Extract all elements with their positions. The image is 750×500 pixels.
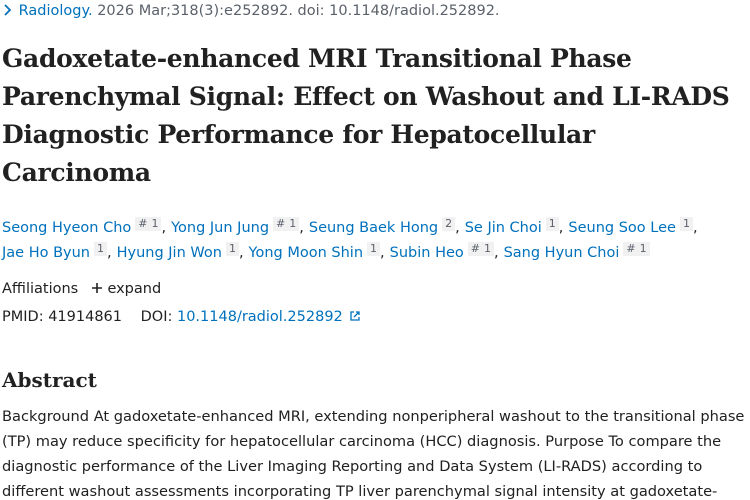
abstract-line: diagnostic performance of the Liver Imag… <box>2 458 703 475</box>
author-link[interactable]: Yong Jun Jung <box>171 220 270 236</box>
separator: , <box>380 245 385 261</box>
author: Jae Ho Byun 1, <box>2 242 112 261</box>
doi-label: DOI: <box>140 309 173 325</box>
abstract-heading: Abstract <box>2 368 97 392</box>
ids-row: PMID: 41914861 DOI: 10.1148/radiol.25289… <box>2 309 361 325</box>
author-link[interactable]: Hyung Jin Won <box>116 245 222 261</box>
abstract-line: (TP) may reduce specificity for hepatoce… <box>2 433 722 450</box>
author-affiliation-marks: 2 <box>442 217 456 231</box>
author: Subin Heo #1, <box>389 242 499 261</box>
pmid: 41914861 <box>48 309 123 325</box>
external-link-icon <box>350 311 361 321</box>
separator: , <box>558 220 564 236</box>
affiliation-mark: # <box>138 217 148 230</box>
title-line: Diagnostic Performance for Hepatocellula… <box>2 120 595 149</box>
affiliations-label: Affiliations <box>2 281 79 297</box>
separator: , <box>161 220 167 236</box>
author: Seung Soo Lee 1, <box>568 217 698 236</box>
author-line: Jae Ho Byun 1, Hyung Jin Won 1, Yong Moon Sh… <box>2 242 650 261</box>
affiliations-row: Affiliations expand <box>2 281 161 297</box>
affiliation-mark: 1 <box>639 242 647 255</box>
author-affiliation-marks: #1 <box>467 242 494 256</box>
separator: , <box>238 245 244 261</box>
author: Hyung Jin Won 1, <box>116 242 244 261</box>
author-link[interactable]: Yong Moon Shin <box>248 245 364 261</box>
doi-text: 10.1148/radiol.252892 <box>176 309 343 325</box>
author-link[interactable]: Subin Heo <box>389 245 464 261</box>
author-link[interactable]: Seung Baek Hong <box>308 220 439 236</box>
affiliation-mark: # <box>470 242 480 255</box>
journal-link[interactable]: Radiology. <box>18 3 93 19</box>
author-affiliation-marks: #1 <box>273 217 300 231</box>
author-line: Seong Hyeon Cho #1, Yong Jun Jung #1, Seung … <box>2 217 698 236</box>
author: Seong Hyeon Cho #1, <box>2 217 167 236</box>
citation-details: 2026 Mar;318(3):e252892. doi: 10.1148/ra… <box>97 3 500 19</box>
title-line: Gadoxetate-enhanced MRI Transitional Pha… <box>2 44 632 73</box>
affiliation-mark: # <box>276 217 286 230</box>
author: Yong Moon Shin 1, <box>248 242 385 261</box>
author: Se Jin Choi 1, <box>464 217 564 236</box>
chevron-icon <box>4 4 12 16</box>
author-link[interactable]: Se Jin Choi <box>464 220 542 236</box>
separator: , <box>299 220 304 236</box>
doi-link[interactable]: 10.1148/radiol.252892 <box>177 309 361 325</box>
separator: , <box>455 220 460 236</box>
author-affiliation-marks: 1 <box>225 242 239 256</box>
author-affiliation-marks: 1 <box>367 242 381 256</box>
expand-label: expand <box>107 281 162 297</box>
affiliation-mark: 1 <box>483 242 491 255</box>
abstract-line: Background At gadoxetate-enhanced MRI, e… <box>2 408 745 425</box>
author-affiliation-marks: 1 <box>679 217 693 231</box>
author-affiliation-marks: #1 <box>623 242 650 256</box>
affiliation-mark: 1 <box>682 217 690 230</box>
author-affiliation-marks: 1 <box>93 242 107 256</box>
affiliation-mark: 1 <box>228 242 236 255</box>
affiliation-mark: 2 <box>445 217 453 230</box>
affiliation-mark: 1 <box>548 217 556 230</box>
author: Seung Baek Hong 2, <box>308 217 460 236</box>
author-link[interactable]: Seung Soo Lee <box>568 220 676 236</box>
author-link[interactable]: Jae Ho Byun <box>2 245 90 261</box>
author-affiliation-marks: 1 <box>545 217 559 231</box>
expand-toggle[interactable]: expand <box>91 281 161 297</box>
separator: , <box>493 245 499 261</box>
author-link[interactable]: Sang Hyun Choi <box>503 245 620 261</box>
affiliation-mark: 1 <box>289 217 297 230</box>
affiliation-mark: 1 <box>370 242 378 255</box>
author-affiliation-marks: #1 <box>135 217 162 231</box>
pmid-label: PMID: <box>2 309 44 325</box>
abstract-line: different washout assessments incorporat… <box>2 483 718 500</box>
plus-icon <box>91 283 102 293</box>
title-line: Parenchymal Signal: Effect on Washout an… <box>2 82 730 111</box>
author: Sang Hyun Choi #1 <box>503 242 650 261</box>
author-link[interactable]: Seong Hyeon Cho <box>2 220 132 236</box>
affiliation-mark: 1 <box>151 217 159 230</box>
affiliation-mark: # <box>626 242 636 255</box>
title-line: Carcinoma <box>2 158 151 187</box>
separator: , <box>692 220 698 236</box>
author: Yong Jun Jung #1, <box>171 217 304 236</box>
affiliation-mark: 1 <box>96 242 104 255</box>
citation: Radiology. 2026 Mar;318(3):e252892. doi:… <box>2 3 500 19</box>
separator: , <box>106 245 112 261</box>
